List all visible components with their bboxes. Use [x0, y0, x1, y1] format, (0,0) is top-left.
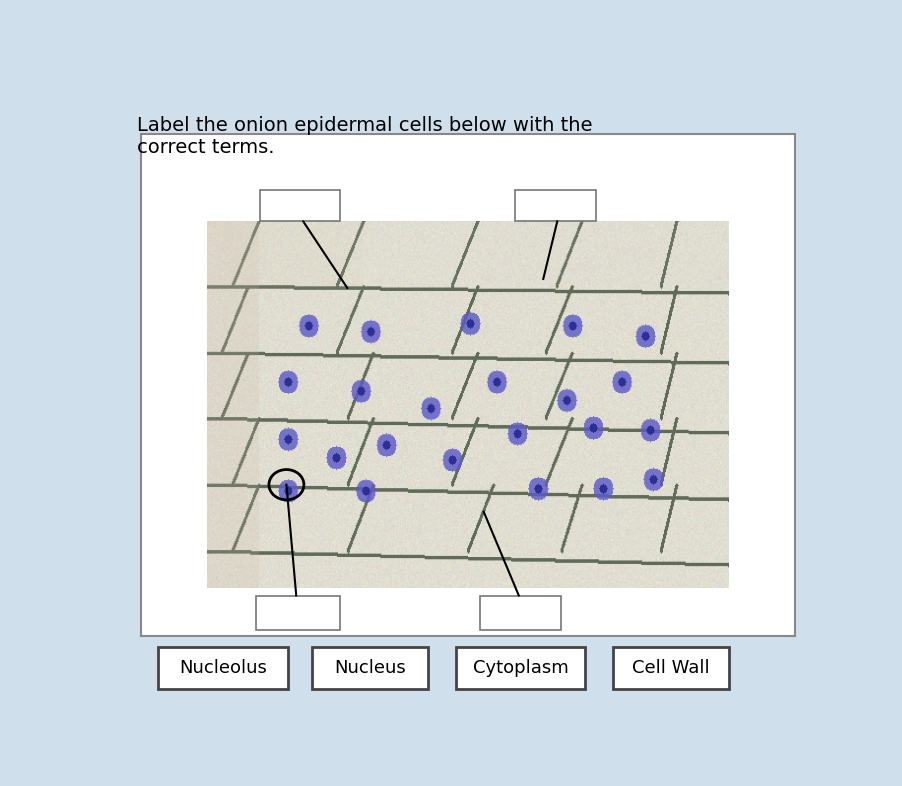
Text: Nucleus: Nucleus [334, 659, 406, 677]
Bar [456, 648, 584, 689]
Text: Nucleolus: Nucleolus [179, 659, 267, 677]
Bar [158, 648, 288, 689]
Text: Label the onion epidermal cells below with the
correct terms.: Label the onion epidermal cells below wi… [137, 116, 593, 156]
Text: Cytoplasm: Cytoplasm [472, 659, 567, 677]
Bar [141, 134, 795, 636]
Bar [515, 190, 595, 222]
Text: Cell Wall: Cell Wall [631, 659, 709, 677]
Bar [256, 596, 340, 630]
Bar [312, 648, 428, 689]
Bar [612, 648, 728, 689]
Bar [480, 596, 560, 630]
Bar [260, 190, 340, 222]
